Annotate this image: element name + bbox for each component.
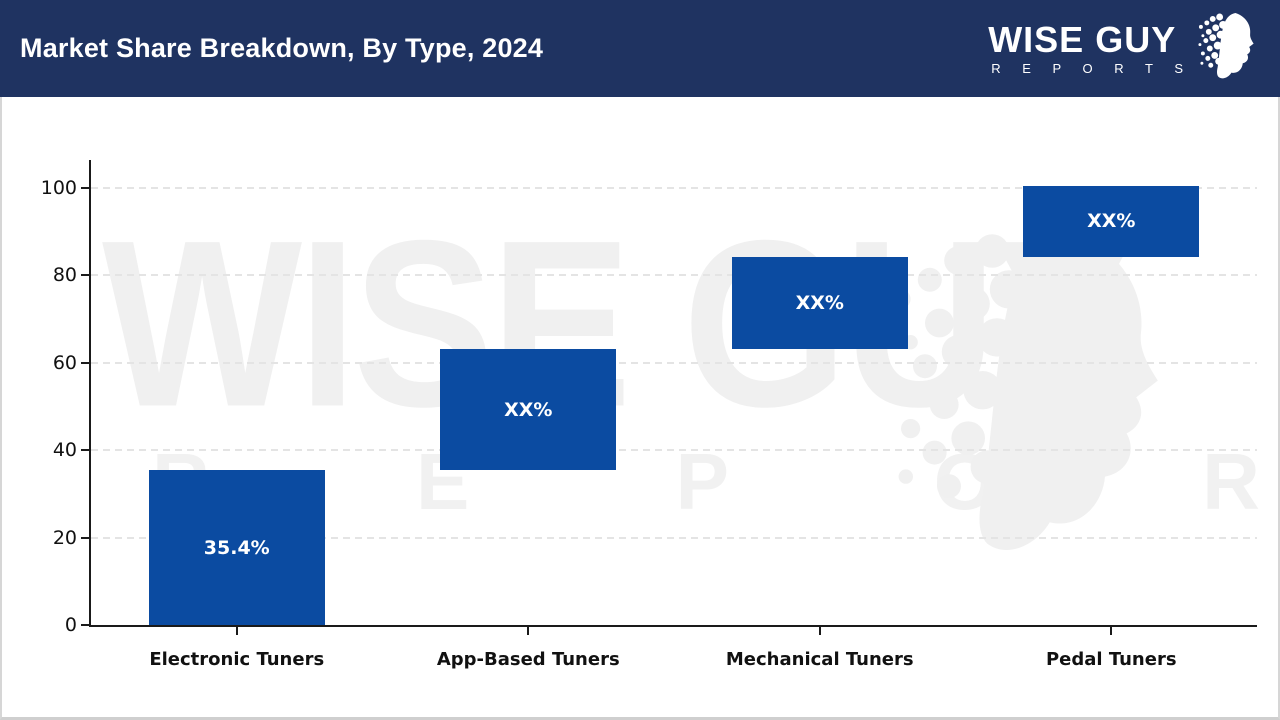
x-axis-line	[89, 625, 1257, 627]
y-tick-mark	[81, 274, 89, 277]
logo-text: WISE GUY R E P O R T S	[988, 18, 1192, 76]
x-tick-mark	[235, 627, 238, 635]
x-category-label: Electronic Tuners	[149, 649, 325, 670]
x-category-label: Pedal Tuners	[1045, 649, 1177, 670]
x-tick-mark	[1110, 627, 1113, 635]
wise-guy-logo: WISE GUY R E P O R T S	[988, 12, 1260, 86]
bar-electronic-tuners: 35.4%	[148, 470, 325, 625]
bar-value-label: XX%	[795, 291, 844, 314]
y-tick-label: 40	[52, 439, 77, 462]
bar-value-label: 35.4%	[203, 536, 270, 559]
page-title: Market Share Breakdown, By Type, 2024	[20, 33, 544, 63]
x-category-label: Mechanical Tuners	[725, 649, 914, 670]
y-tick-mark	[81, 624, 89, 626]
x-category-label: App-Based Tuners	[436, 649, 620, 670]
y-tick-label: 20	[52, 526, 77, 549]
y-tick-label: 60	[52, 351, 77, 374]
x-tick-mark	[527, 627, 530, 635]
logo-wordmark: WISE GUY	[988, 18, 1177, 60]
plot-area: 0 20 40 60 80 100 35.4% Electronic Tuners XX% App…	[41, 160, 1257, 670]
y-tick-mark	[81, 536, 89, 539]
gridline-y20	[91, 536, 1257, 539]
y-tick-mark	[81, 361, 89, 364]
y-tick-mark	[81, 186, 89, 189]
y-tick-mark	[81, 449, 89, 452]
header-bar: Market Share Breakdown, By Type, 2024 WI…	[0, 0, 1280, 97]
gridline-y100	[91, 186, 1257, 189]
gridline-y40	[91, 449, 1257, 452]
chart-canvas: WISE GUY R E P O R T S 02040608010035.4%…	[0, 97, 1280, 720]
watermark-wordmark: WISE GUY	[102, 190, 1134, 456]
y-axis-line	[89, 160, 91, 625]
watermark-face-icon	[889, 231, 1158, 551]
y-tick-label: 100	[40, 176, 77, 199]
bar-value-label: XX%	[504, 398, 553, 421]
bar-pedal-tuners: XX%	[1023, 185, 1200, 257]
logo-subtitle: R E P O R T S	[991, 60, 1192, 76]
gridline-y60	[91, 361, 1257, 364]
y-tick-label: 0	[64, 614, 77, 636]
bar-value-label: XX%	[1087, 210, 1136, 233]
y-tick-label: 80	[52, 264, 77, 287]
bar-mechanical-tuners: XX%	[731, 256, 908, 349]
bar-app-based-tuners: XX%	[440, 348, 617, 471]
dotted-face-icon	[1198, 12, 1254, 78]
x-tick-mark	[818, 627, 821, 635]
gridline-y80	[91, 274, 1257, 277]
